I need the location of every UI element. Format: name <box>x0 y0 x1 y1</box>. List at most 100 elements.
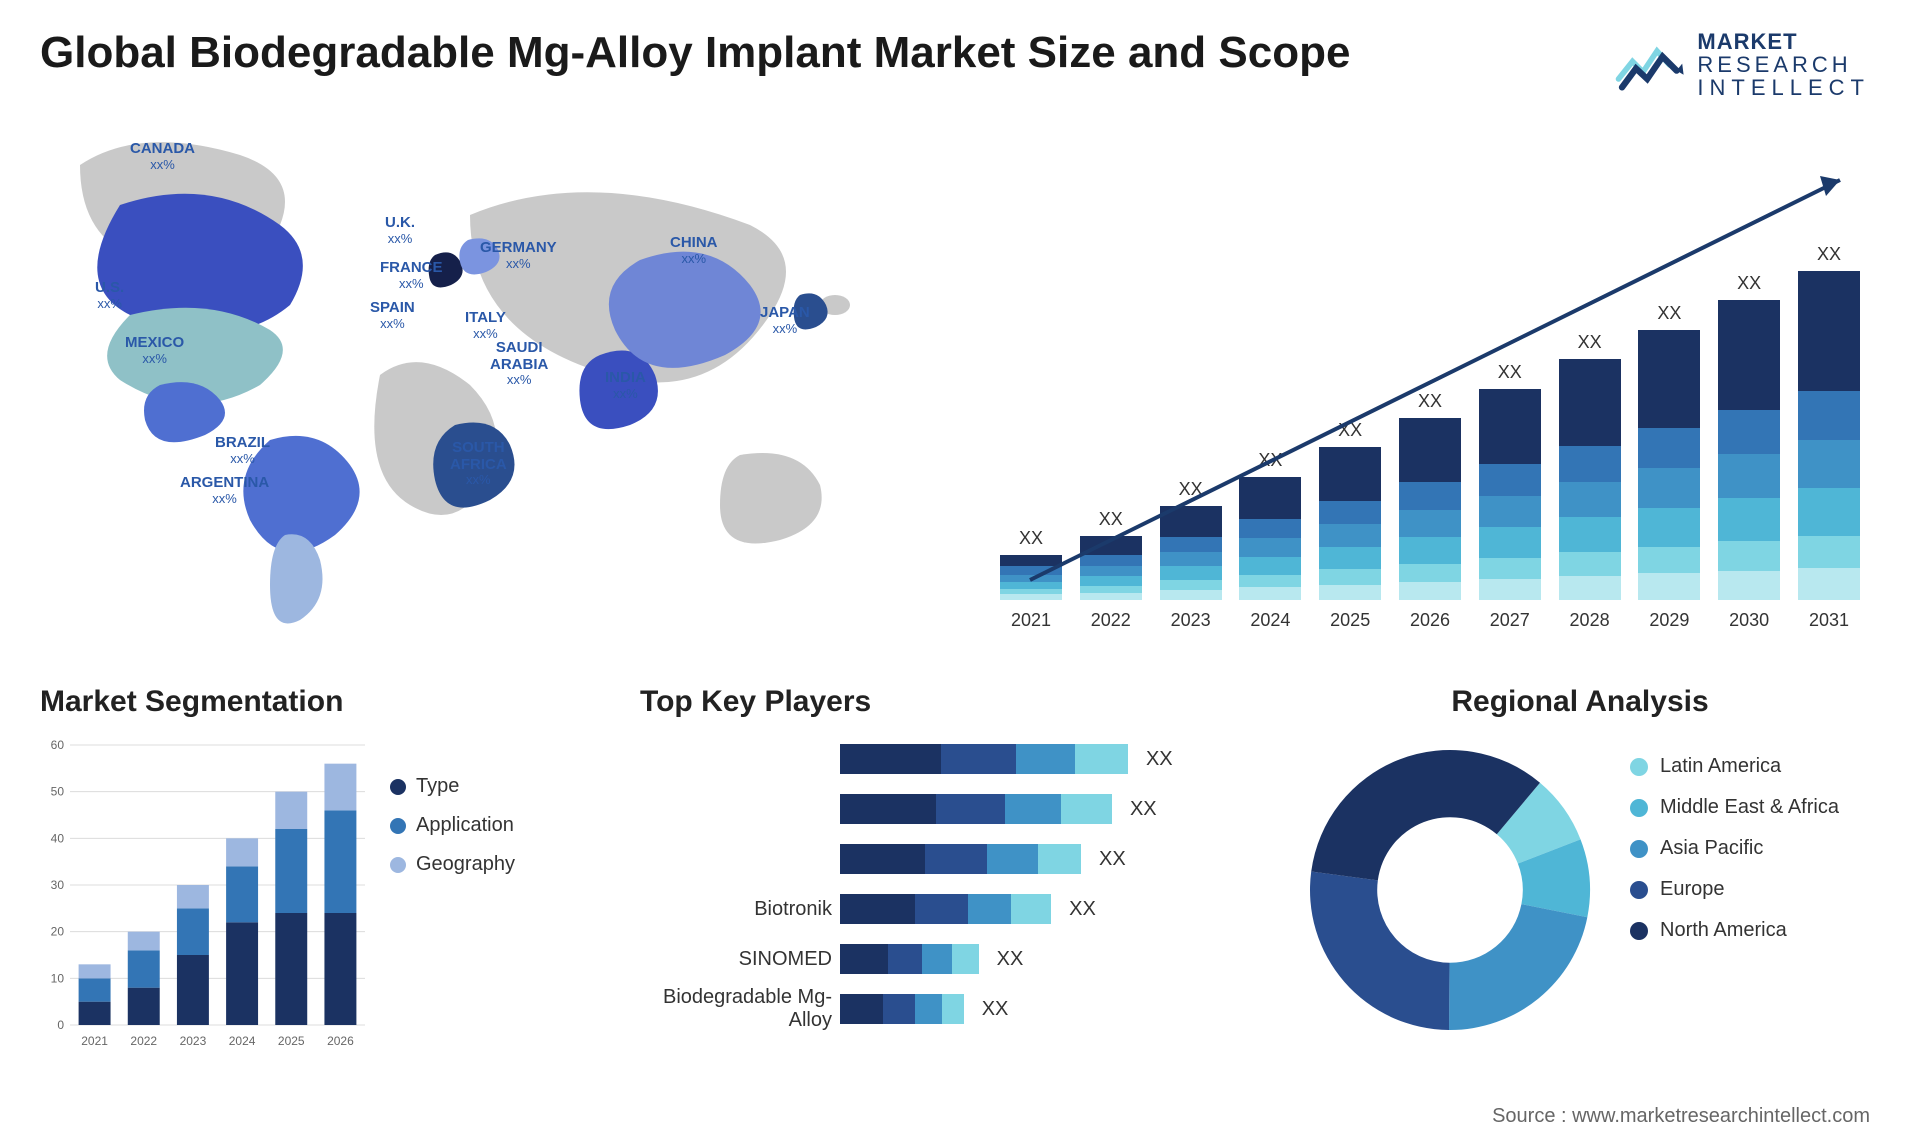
svg-text:2026: 2026 <box>327 1034 354 1048</box>
map-label-italy: ITALYxx% <box>465 310 506 341</box>
forecast-value-label: XX <box>1817 244 1841 265</box>
forecast-segment <box>1718 571 1780 600</box>
segmentation-panel: Market Segmentation 01020304050602021202… <box>40 685 600 1055</box>
forecast-segment <box>1000 582 1062 589</box>
forecast-segment <box>1160 566 1222 580</box>
forecast-segment <box>1718 410 1780 455</box>
segmentation-chart: 0102030405060202120222023202420252026 <box>40 735 370 1055</box>
key-player-segment <box>925 844 987 874</box>
forecast-value-label: XX <box>1737 273 1761 294</box>
forecast-year-label: 2028 <box>1559 610 1621 640</box>
forecast-segment <box>1798 488 1860 536</box>
key-player-value: XX <box>1130 798 1157 821</box>
forecast-segment <box>1479 579 1541 600</box>
map-label-japan: JAPANxx% <box>760 305 810 336</box>
forecast-bar-2026: XX <box>1399 391 1461 600</box>
key-player-bar <box>840 994 964 1024</box>
key-player-row: SINOMEDXX <box>640 940 1260 978</box>
key-player-segment <box>942 994 963 1024</box>
key-player-segment <box>840 944 888 974</box>
key-player-row: XX <box>640 740 1260 778</box>
svg-text:40: 40 <box>51 831 65 845</box>
key-player-bar <box>840 744 1128 774</box>
key-player-segment <box>952 944 979 974</box>
map-label-spain: SPAINxx% <box>370 300 415 331</box>
forecast-year-label: 2031 <box>1798 610 1860 640</box>
forecast-year-label: 2027 <box>1479 610 1541 640</box>
forecast-year-label: 2029 <box>1638 610 1700 640</box>
key-players-panel: Top Key Players XXXXXXBiotronikXXSINOMED… <box>640 685 1260 1055</box>
key-player-segment <box>922 944 952 974</box>
forecast-segment <box>1399 564 1461 582</box>
key-player-segment <box>888 944 922 974</box>
regional-title: Regional Analysis <box>1290 685 1870 719</box>
forecast-segment <box>1239 587 1301 600</box>
forecast-value-label: XX <box>1179 479 1203 500</box>
forecast-bar-2028: XX <box>1559 332 1621 600</box>
forecast-segment <box>1080 576 1142 586</box>
map-label-south-africa: SOUTHAFRICAxx% <box>450 440 507 487</box>
regional-legend-item: Middle East & Africa <box>1630 796 1839 819</box>
svg-text:2024: 2024 <box>229 1034 256 1048</box>
map-label-u-k-: U.K.xx% <box>385 215 415 246</box>
key-player-value: XX <box>1099 848 1126 871</box>
key-player-segment <box>1061 794 1112 824</box>
key-player-bar <box>840 794 1112 824</box>
forecast-segment <box>1718 300 1780 409</box>
forecast-bars: XX XX XX XX XX XX XX XX XX XX XX <box>1000 180 1860 600</box>
map-label-mexico: MEXICOxx% <box>125 335 184 366</box>
segmentation-legend-item: Geography <box>390 853 515 876</box>
key-player-value: XX <box>982 998 1009 1021</box>
forecast-year-label: 2025 <box>1319 610 1381 640</box>
world-map-panel: CANADAxx%U.S.xx%MEXICOxx%BRAZILxx%ARGENT… <box>40 125 910 655</box>
key-player-segment <box>915 994 943 1024</box>
regional-legend-item: Latin America <box>1630 755 1839 778</box>
donut-slice-north-america <box>1311 750 1540 880</box>
forecast-segment <box>1399 510 1461 537</box>
forecast-segment <box>1319 501 1381 525</box>
forecast-value-label: XX <box>1418 391 1442 412</box>
key-player-segment <box>1038 844 1081 874</box>
svg-text:2025: 2025 <box>278 1034 305 1048</box>
regional-legend: Latin AmericaMiddle East & AfricaAsia Pa… <box>1630 755 1839 960</box>
forecast-segment <box>1479 464 1541 496</box>
forecast-xaxis: 2021202220232024202520262027202820292030… <box>1000 610 1860 640</box>
forecast-value-label: XX <box>1498 362 1522 383</box>
forecast-value-label: XX <box>1258 450 1282 471</box>
page-title: Global Biodegradable Mg-Alloy Implant Ma… <box>40 28 1350 78</box>
key-player-value: XX <box>1069 898 1096 921</box>
forecast-value-label: XX <box>1019 528 1043 549</box>
key-player-segment <box>840 894 915 924</box>
regional-legend-item: North America <box>1630 919 1839 942</box>
key-player-bar <box>840 844 1081 874</box>
forecast-bar-2024: XX <box>1239 450 1301 600</box>
forecast-segment <box>1638 547 1700 574</box>
forecast-segment <box>1080 566 1142 576</box>
forecast-segment <box>1479 389 1541 465</box>
forecast-segment <box>1559 517 1621 552</box>
svg-text:2022: 2022 <box>130 1034 157 1048</box>
forecast-segment <box>1000 555 1062 566</box>
forecast-segment <box>1319 447 1381 500</box>
key-player-row: XX <box>640 790 1260 828</box>
map-label-brazil: BRAZILxx% <box>215 435 270 466</box>
forecast-segment <box>1080 593 1142 600</box>
forecast-value-label: XX <box>1338 420 1362 441</box>
forecast-segment <box>1080 536 1142 556</box>
key-player-row: BiotronikXX <box>640 890 1260 928</box>
forecast-segment <box>1239 538 1301 556</box>
forecast-segment <box>1000 575 1062 582</box>
map-label-china: CHINAxx% <box>670 235 718 266</box>
regional-legend-item: Europe <box>1630 878 1839 901</box>
forecast-segment <box>1798 391 1860 440</box>
forecast-segment <box>1479 558 1541 579</box>
forecast-value-label: XX <box>1099 509 1123 530</box>
forecast-chart-panel: XXXXXXXXXXXXXXXXXXXXXX 20212022202320242… <box>970 150 1870 640</box>
key-player-value: XX <box>997 948 1024 971</box>
forecast-value-label: XX <box>1578 332 1602 353</box>
key-player-segment <box>883 994 915 1024</box>
key-players-chart: XXXXXXBiotronikXXSINOMEDXXBiodegradable … <box>640 740 1260 1040</box>
key-player-segment <box>840 744 941 774</box>
forecast-bar-2029: XX <box>1638 303 1700 600</box>
regional-panel: Regional Analysis Latin America Middle Ea… <box>1290 685 1870 1055</box>
